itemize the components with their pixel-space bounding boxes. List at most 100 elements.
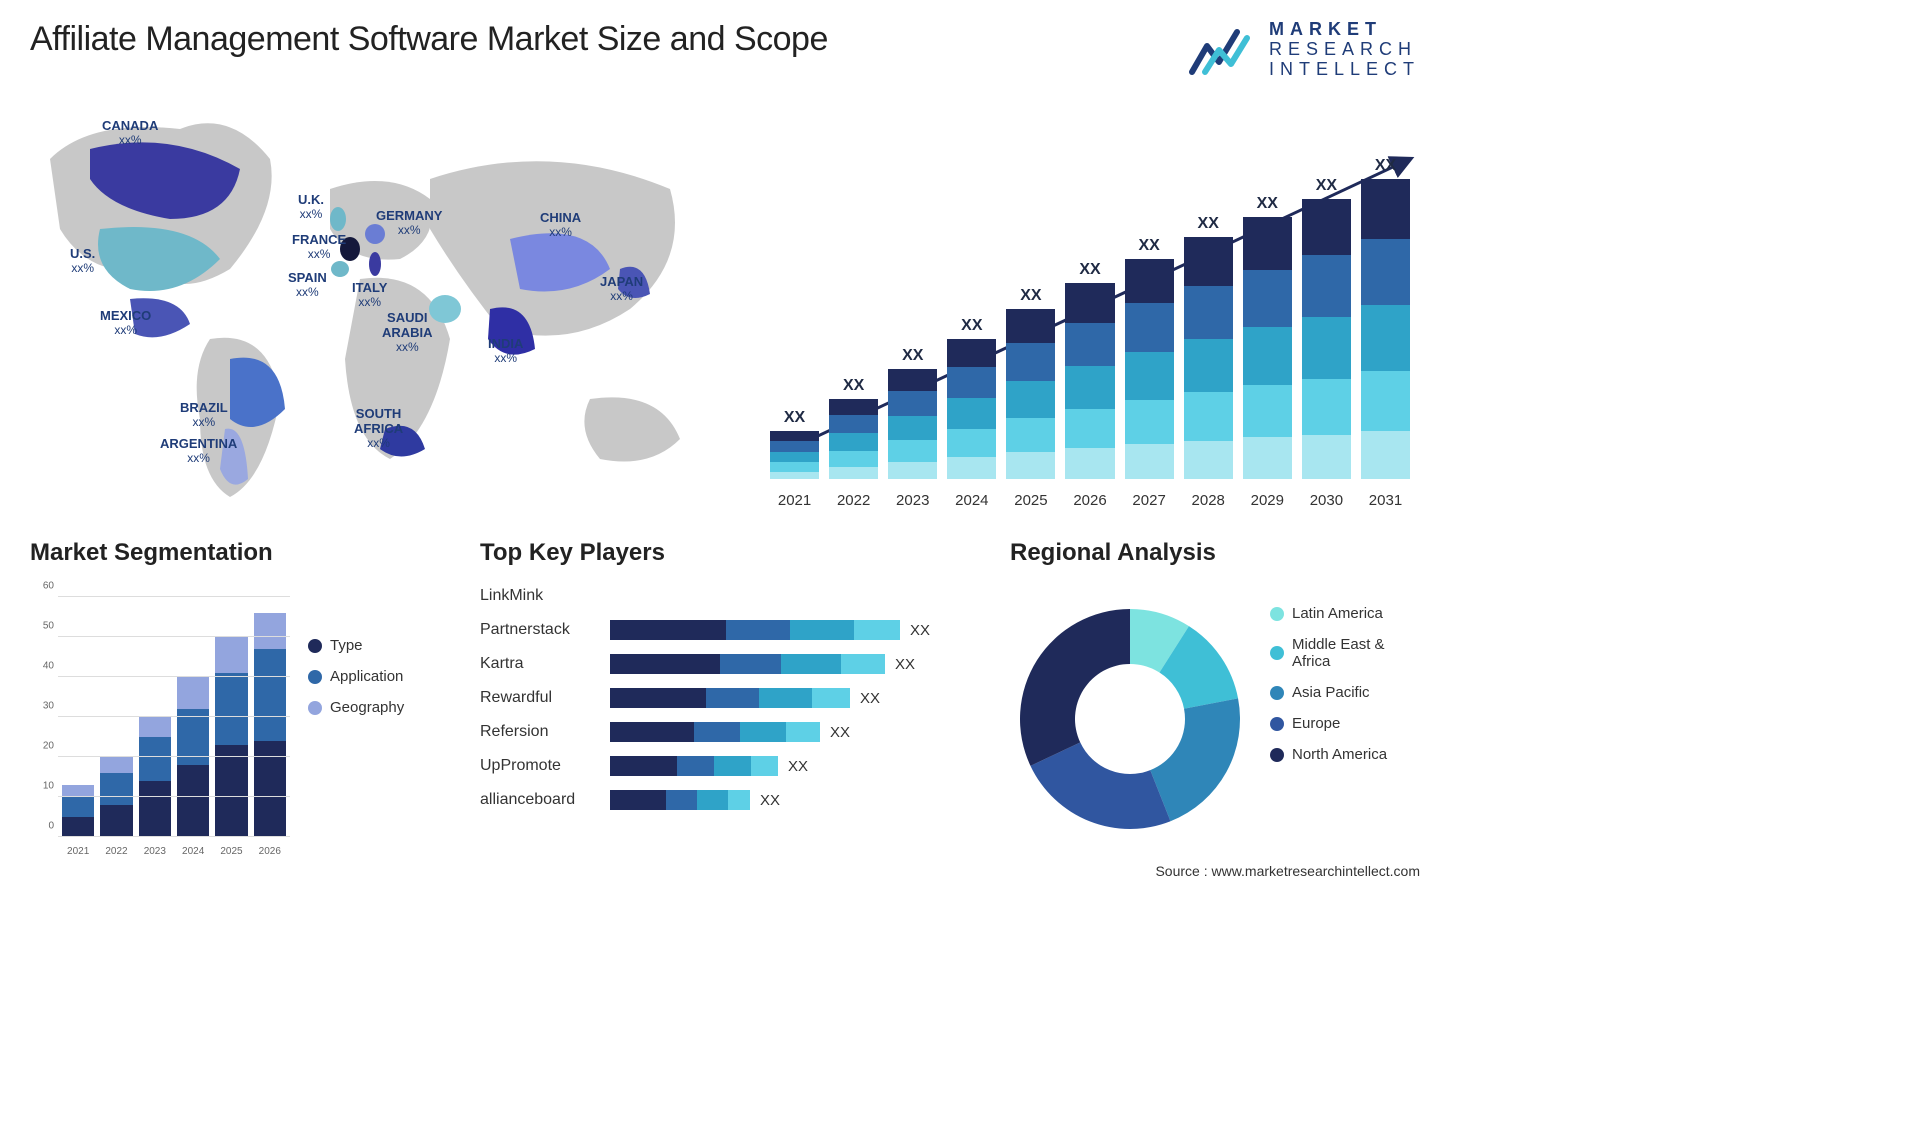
main-bar-segment bbox=[1006, 381, 1055, 418]
map-label: CHINAxx% bbox=[540, 211, 581, 240]
main-bar-segment bbox=[888, 440, 937, 462]
main-bar-segment bbox=[947, 339, 996, 367]
main-bar-segment bbox=[1361, 239, 1410, 305]
main-bar-segment bbox=[1125, 303, 1174, 351]
seg-ylabel: 10 bbox=[32, 781, 54, 792]
main-bar-segment bbox=[1302, 435, 1351, 480]
legend-dot bbox=[1270, 646, 1284, 660]
seg-xlabel: 2025 bbox=[215, 846, 247, 857]
kp-bar-segment bbox=[666, 790, 697, 810]
main-bar bbox=[770, 431, 819, 479]
main-bar-segment bbox=[1125, 352, 1174, 400]
main-xlabel: 2029 bbox=[1243, 492, 1292, 509]
main-bar bbox=[829, 399, 878, 479]
main-bar-segment bbox=[1125, 444, 1174, 479]
main-bar bbox=[947, 339, 996, 479]
seg-gridline bbox=[58, 756, 290, 757]
seg-gridline bbox=[58, 716, 290, 717]
source-text: Source : www.marketresearchintellect.com bbox=[1155, 863, 1420, 879]
legend-label: Application bbox=[330, 668, 403, 685]
seg-bar-segment bbox=[62, 817, 94, 837]
kp-bar-segment bbox=[610, 790, 666, 810]
kp-bar-segment bbox=[781, 654, 842, 674]
seg-bar-col bbox=[254, 613, 286, 837]
main-bar-value: XX bbox=[1020, 287, 1041, 305]
kp-bar-segment bbox=[697, 790, 728, 810]
main-bar-col: XX bbox=[1006, 287, 1055, 479]
main-bar bbox=[888, 369, 937, 479]
seg-xlabel: 2026 bbox=[254, 846, 286, 857]
seg-gridline bbox=[58, 636, 290, 637]
legend-item: Europe bbox=[1270, 715, 1420, 732]
main-bar bbox=[1361, 179, 1410, 479]
map-italy bbox=[369, 252, 381, 276]
main-bar-segment bbox=[888, 462, 937, 480]
seg-bar-segment bbox=[100, 805, 132, 837]
seg-bar bbox=[139, 717, 171, 837]
map-label: SOUTHAFRICAxx% bbox=[354, 407, 403, 451]
legend-label: Middle East & Africa bbox=[1292, 636, 1420, 670]
kp-bar-segment bbox=[759, 688, 812, 708]
map-label: U.K.xx% bbox=[298, 193, 324, 222]
legend-dot bbox=[1270, 686, 1284, 700]
seg-xlabel: 2023 bbox=[139, 846, 171, 857]
seg-bar bbox=[62, 785, 94, 837]
seg-bar-segment bbox=[139, 737, 171, 781]
seg-bar bbox=[254, 613, 286, 837]
seg-bar-col bbox=[100, 757, 132, 837]
main-bar-segment bbox=[829, 415, 878, 433]
kp-name: UpPromote bbox=[480, 749, 610, 783]
kp-bar bbox=[610, 722, 820, 742]
main-bar-segment bbox=[1125, 400, 1174, 444]
main-bar-value: XX bbox=[1316, 177, 1337, 195]
seg-ylabel: 60 bbox=[32, 581, 54, 592]
main-bar-segment bbox=[770, 452, 819, 463]
main-bar-col: XX bbox=[1361, 157, 1410, 479]
main-bar-segment bbox=[1065, 323, 1114, 366]
main-bar-segment bbox=[770, 472, 819, 480]
seg-gridline bbox=[58, 596, 290, 597]
legend-item: Asia Pacific bbox=[1270, 684, 1420, 701]
main-bar-segment bbox=[947, 429, 996, 457]
key-players-title: Top Key Players bbox=[480, 539, 980, 567]
kp-bar bbox=[610, 654, 885, 674]
legend-label: Asia Pacific bbox=[1292, 684, 1370, 701]
map-label: INDIAxx% bbox=[488, 337, 523, 366]
kp-row: XX bbox=[610, 613, 980, 647]
kp-value: XX bbox=[760, 792, 780, 809]
bottom-row: Market Segmentation 0102030405060 202120… bbox=[30, 539, 1420, 857]
main-xlabel: 2030 bbox=[1302, 492, 1351, 509]
kp-row: XX bbox=[610, 681, 980, 715]
seg-bar-segment bbox=[139, 781, 171, 837]
main-bar-col: XX bbox=[947, 317, 996, 479]
map-label: MEXICOxx% bbox=[100, 309, 151, 338]
seg-bar-col bbox=[215, 637, 247, 837]
kp-value: XX bbox=[788, 758, 808, 775]
key-players-bars: XXXXXXXXXXXX bbox=[610, 579, 980, 817]
page-title: Affiliate Management Software Market Siz… bbox=[30, 20, 828, 59]
seg-bar-segment bbox=[100, 773, 132, 805]
main-bar-col: XX bbox=[1243, 195, 1292, 479]
legend-dot bbox=[1270, 607, 1284, 621]
kp-bar-segment bbox=[610, 620, 726, 640]
main-bar-value: XX bbox=[902, 347, 923, 365]
kp-bar-segment bbox=[714, 756, 751, 776]
main-bar-col: XX bbox=[888, 347, 937, 479]
main-bar-segment bbox=[888, 416, 937, 440]
kp-name: Rewardful bbox=[480, 681, 610, 715]
main-bar-col: XX bbox=[1184, 215, 1233, 479]
legend-label: Europe bbox=[1292, 715, 1340, 732]
kp-name: Refersion bbox=[480, 715, 610, 749]
kp-bar-segment bbox=[786, 722, 820, 742]
kp-bar bbox=[610, 620, 900, 640]
key-players-panel: Top Key Players LinkMinkPartnerstackKart… bbox=[480, 539, 980, 857]
kp-bar-segment bbox=[726, 620, 790, 640]
main-bar-segment bbox=[1361, 431, 1410, 479]
map-label: CANADAxx% bbox=[102, 119, 158, 148]
main-bar-segment bbox=[1361, 305, 1410, 371]
main-bar-segment bbox=[770, 441, 819, 452]
kp-bar-segment bbox=[812, 688, 850, 708]
seg-bar-col bbox=[139, 717, 171, 837]
kp-bar-segment bbox=[841, 654, 885, 674]
main-bar-segment bbox=[1243, 270, 1292, 328]
